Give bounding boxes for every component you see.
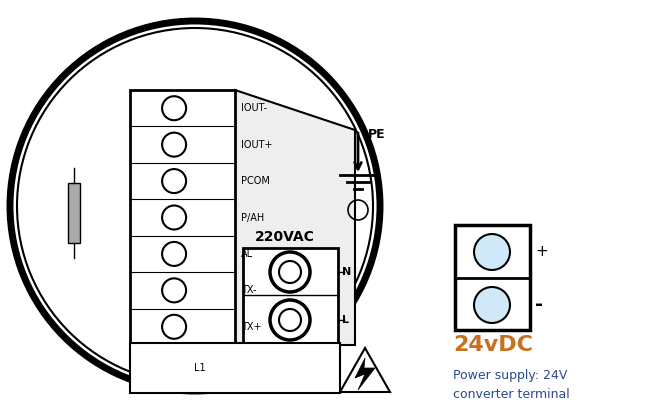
Circle shape bbox=[474, 287, 510, 323]
Text: P/AH: P/AH bbox=[241, 213, 264, 222]
Circle shape bbox=[10, 21, 380, 391]
Text: converter terminal: converter terminal bbox=[453, 389, 570, 402]
Bar bbox=[68, 183, 80, 243]
Circle shape bbox=[474, 234, 510, 270]
Text: AL: AL bbox=[241, 249, 253, 259]
Bar bbox=[130, 343, 340, 393]
Text: TX-: TX- bbox=[241, 286, 256, 295]
Text: PE: PE bbox=[368, 129, 385, 141]
Text: TX+: TX+ bbox=[241, 322, 262, 332]
Text: IOUT+: IOUT+ bbox=[241, 140, 272, 150]
Text: 220VAC: 220VAC bbox=[255, 230, 315, 244]
Text: Power supply: 24V: Power supply: 24V bbox=[453, 368, 567, 382]
Text: +: + bbox=[535, 244, 548, 260]
Text: IOUT-: IOUT- bbox=[241, 103, 267, 113]
Polygon shape bbox=[235, 90, 355, 345]
Bar bbox=[130, 90, 235, 345]
Polygon shape bbox=[355, 358, 375, 390]
Text: 24vDC: 24vDC bbox=[453, 335, 533, 355]
Text: PCOM: PCOM bbox=[241, 176, 270, 186]
Text: L: L bbox=[342, 315, 349, 325]
Text: N: N bbox=[342, 267, 351, 277]
Text: -: - bbox=[535, 295, 543, 314]
Bar bbox=[455, 225, 530, 330]
Text: L1: L1 bbox=[194, 363, 206, 373]
Bar bbox=[243, 248, 338, 343]
